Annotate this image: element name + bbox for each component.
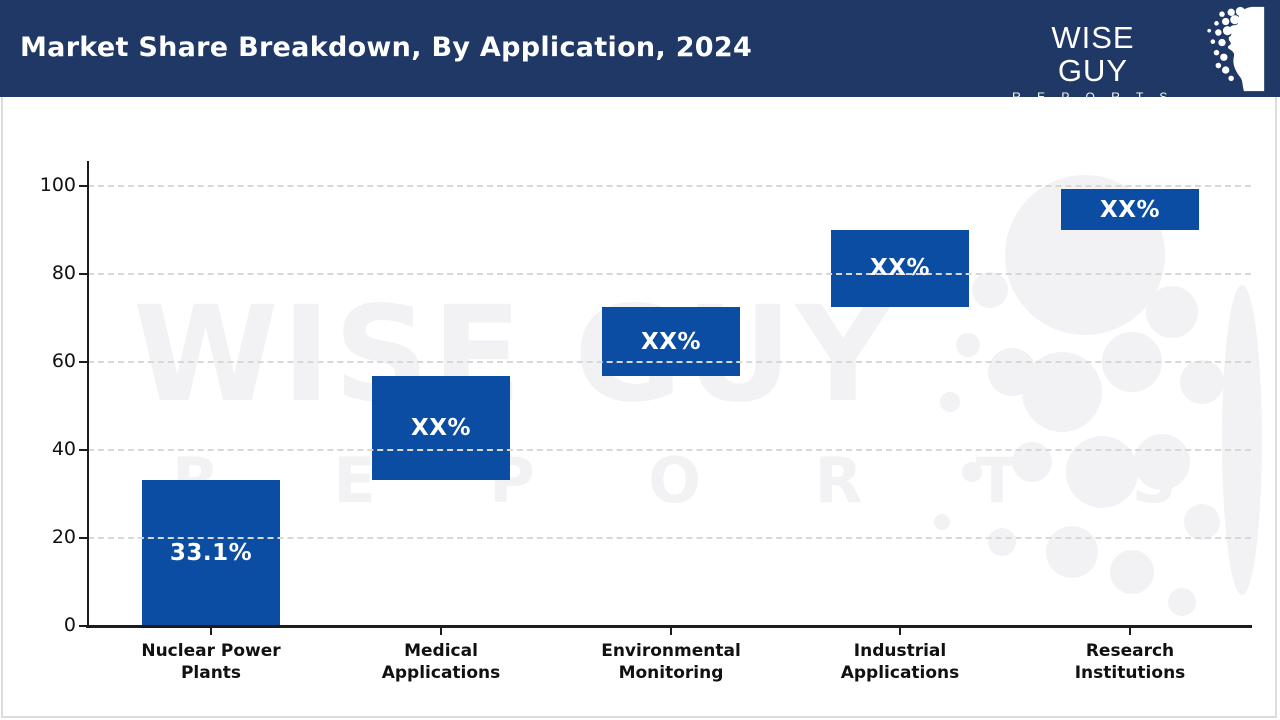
- x-tick-mark: [1129, 628, 1131, 635]
- logo-brand-name: WISE GUY: [1051, 20, 1135, 88]
- bar-value-label: 33.1%: [169, 540, 253, 567]
- x-tick-mark: [670, 628, 672, 635]
- header-bar: Market Share Breakdown, By Application, …: [0, 0, 1280, 104]
- bar-segment: [831, 230, 969, 307]
- y-axis-line: [87, 161, 89, 628]
- logo-head-icon: [1207, 6, 1265, 92]
- watermark-face-dots: [934, 175, 1262, 616]
- bar-segment: [372, 376, 510, 481]
- watermark-text-line2: R E P O R T S: [172, 444, 1223, 517]
- bar-segment: [602, 307, 740, 377]
- bar-value-label: XX%: [410, 415, 471, 442]
- gridline-60: [88, 361, 1251, 363]
- gridline-20: [88, 537, 1251, 539]
- watermark-text-line1: WISE GUY: [133, 278, 895, 432]
- logo-brand-subtitle: R E P O R T S: [1012, 90, 1174, 105]
- x-category-label: Medical Applications: [381, 641, 501, 684]
- x-tick-mark: [210, 628, 212, 635]
- x-category-label: Nuclear Power Plants: [141, 641, 281, 684]
- bar-value-label: XX%: [640, 328, 701, 355]
- y-tick-label-60: 60: [51, 350, 76, 372]
- y-tick-label-100: 100: [39, 174, 76, 196]
- y-tick-label-80: 80: [51, 262, 76, 284]
- bar-segment: [1061, 189, 1199, 230]
- wise-guy-logo-text: WISE GUY R E P O R T S: [1012, 20, 1174, 105]
- y-tick-mark-20: [79, 537, 87, 539]
- gridline-100: [88, 185, 1251, 187]
- y-tick-label-40: 40: [51, 438, 76, 460]
- x-category-label: Research Institutions: [1074, 641, 1186, 684]
- chart-panel-border: [1, 97, 1277, 718]
- y-tick-mark-40: [79, 449, 87, 451]
- gridline-40: [88, 449, 1251, 451]
- gridline-80: [88, 273, 1251, 275]
- x-axis-line: [86, 625, 1252, 628]
- wise-guy-logo: WISE GUY R E P O R T S: [1012, 5, 1270, 104]
- x-category-label: Industrial Applications: [840, 641, 960, 684]
- y-tick-mark-80: [79, 273, 87, 275]
- y-tick-label-20: 20: [51, 526, 76, 548]
- bar-value-label: XX%: [869, 255, 930, 282]
- y-tick-mark-0: [79, 625, 87, 627]
- x-tick-mark: [899, 628, 901, 635]
- y-tick-mark-60: [79, 361, 87, 363]
- bar-value-label: XX%: [1099, 196, 1160, 223]
- page-title: Market Share Breakdown, By Application, …: [20, 32, 753, 63]
- x-category-label: Environmental Monitoring: [601, 641, 741, 684]
- y-tick-mark-100: [79, 185, 87, 187]
- bar-segment: [142, 480, 280, 626]
- x-tick-mark: [440, 628, 442, 635]
- y-tick-label-0: 0: [63, 614, 76, 636]
